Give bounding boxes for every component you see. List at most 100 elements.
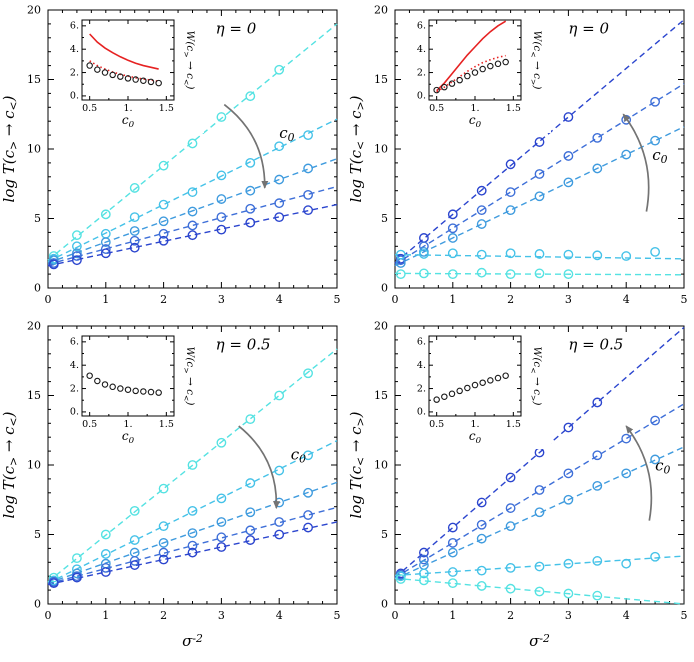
data-point xyxy=(187,505,198,516)
inset-y-axis-label: W(c> → c<) xyxy=(182,31,196,90)
data-point xyxy=(592,132,603,143)
y-tick-label: 5 xyxy=(381,212,388,225)
inset-background xyxy=(401,329,551,449)
data-point xyxy=(187,528,198,539)
x-tick-label: 2 xyxy=(160,609,167,622)
data-point xyxy=(274,64,285,75)
inset-x-tick-label: 1.5 xyxy=(506,103,521,114)
data-point xyxy=(72,230,82,241)
inset-x-axis-label: c0 xyxy=(469,429,482,446)
data-point xyxy=(48,259,59,270)
inset-ticks xyxy=(429,20,521,100)
series-fit-line xyxy=(47,203,338,267)
y-axis-label: log T(c> → c<) xyxy=(0,95,20,202)
axis-ticks xyxy=(394,325,685,605)
c0-arrow-label: c0 xyxy=(291,445,306,465)
x-tick-label: 3 xyxy=(218,609,225,622)
data-point xyxy=(129,535,140,545)
data-point xyxy=(274,529,285,540)
inset-data-point xyxy=(487,377,494,384)
series-fit-line xyxy=(47,521,338,586)
x-tick-label: 5 xyxy=(681,293,688,306)
y-tick-label: 15 xyxy=(374,73,388,86)
data-point xyxy=(476,185,487,196)
data-point xyxy=(129,183,140,193)
inset-y-tick-label: 6. xyxy=(417,21,426,32)
x-tick-label: 5 xyxy=(334,609,341,622)
data-point xyxy=(563,151,574,161)
series-fit-line xyxy=(394,272,685,276)
inset-x-axis-label: c0 xyxy=(122,113,135,130)
data-point xyxy=(447,578,458,589)
data-point xyxy=(534,137,545,147)
data-point xyxy=(447,233,458,243)
inset-data-point xyxy=(94,66,101,73)
eta-label: η = 0.5 xyxy=(216,336,271,354)
data-point xyxy=(395,574,406,584)
data-point xyxy=(129,242,140,253)
inset-y-tick-label: 4. xyxy=(417,44,426,55)
series-fit-line xyxy=(47,481,338,584)
data-point xyxy=(563,494,574,505)
data-point xyxy=(158,199,169,210)
inset-ticks xyxy=(82,336,174,416)
x-tick-label: 4 xyxy=(276,293,283,306)
data-point xyxy=(395,571,406,582)
inset: 0.5 1. 1.5 0. 2. 4. 6. c0 W(c> → c<) xyxy=(54,329,204,449)
data-point xyxy=(187,230,198,241)
inset-data-point xyxy=(479,65,486,73)
data-point xyxy=(216,170,227,181)
data-point xyxy=(505,583,516,594)
inset-data-point xyxy=(494,60,502,68)
c0-direction-arrow xyxy=(622,113,650,212)
inset-y-tick-label: 2. xyxy=(417,67,426,78)
y-tick-label: 5 xyxy=(34,212,41,225)
series-fit-line xyxy=(394,326,685,579)
inset-data-point xyxy=(471,69,479,76)
x-tick-label: 2 xyxy=(507,609,514,622)
data-point xyxy=(158,216,169,227)
x-tick-label: 5 xyxy=(334,293,341,306)
inset-data-point xyxy=(86,372,93,379)
data-point xyxy=(216,194,227,204)
data-point xyxy=(534,191,545,202)
x-tick-label: 1 xyxy=(102,293,109,306)
data-point xyxy=(534,586,545,597)
data-point xyxy=(100,237,111,248)
data-point xyxy=(158,483,169,494)
data-point xyxy=(72,553,82,564)
data-point xyxy=(447,223,458,234)
inset-background xyxy=(401,13,551,133)
axis-ticks xyxy=(47,325,338,605)
data-point xyxy=(100,549,111,559)
series-fit-line xyxy=(394,19,685,264)
data-point xyxy=(48,572,59,583)
data-point xyxy=(592,450,603,461)
data-point xyxy=(447,547,458,558)
data-point xyxy=(158,228,169,239)
inset-data-point xyxy=(101,381,109,388)
x-tick-label: 2 xyxy=(160,293,167,306)
data-point xyxy=(48,578,59,589)
data-point xyxy=(476,219,487,229)
data-point xyxy=(187,187,198,197)
data-point xyxy=(505,562,516,573)
series-fit-line xyxy=(47,506,338,585)
y-axis-label: log T(c< → c>) xyxy=(347,411,367,518)
x-tick-label: 4 xyxy=(623,293,630,306)
data-point xyxy=(129,226,140,236)
data-point xyxy=(534,561,545,572)
data-point xyxy=(129,235,140,246)
inset: 0.5 1. 1.5 0. 2. 4. 6. c0 W(c< → c>) xyxy=(401,329,551,449)
inset-data-point xyxy=(117,385,124,392)
data-point xyxy=(303,189,313,200)
data-point xyxy=(158,235,169,246)
inset-y-tick-label: 6. xyxy=(70,21,79,32)
data-point xyxy=(245,535,256,545)
panel-bottom-right: 0 1 2 3 4 5 0 5 10 15 20 c0 η = 0.5 log T(c< → c>) σ-2… xyxy=(347,316,694,662)
inset-ticks xyxy=(429,336,521,416)
data-point xyxy=(395,269,406,279)
data-point xyxy=(419,568,429,579)
inset-data-point xyxy=(464,72,471,80)
data-point xyxy=(158,521,169,532)
